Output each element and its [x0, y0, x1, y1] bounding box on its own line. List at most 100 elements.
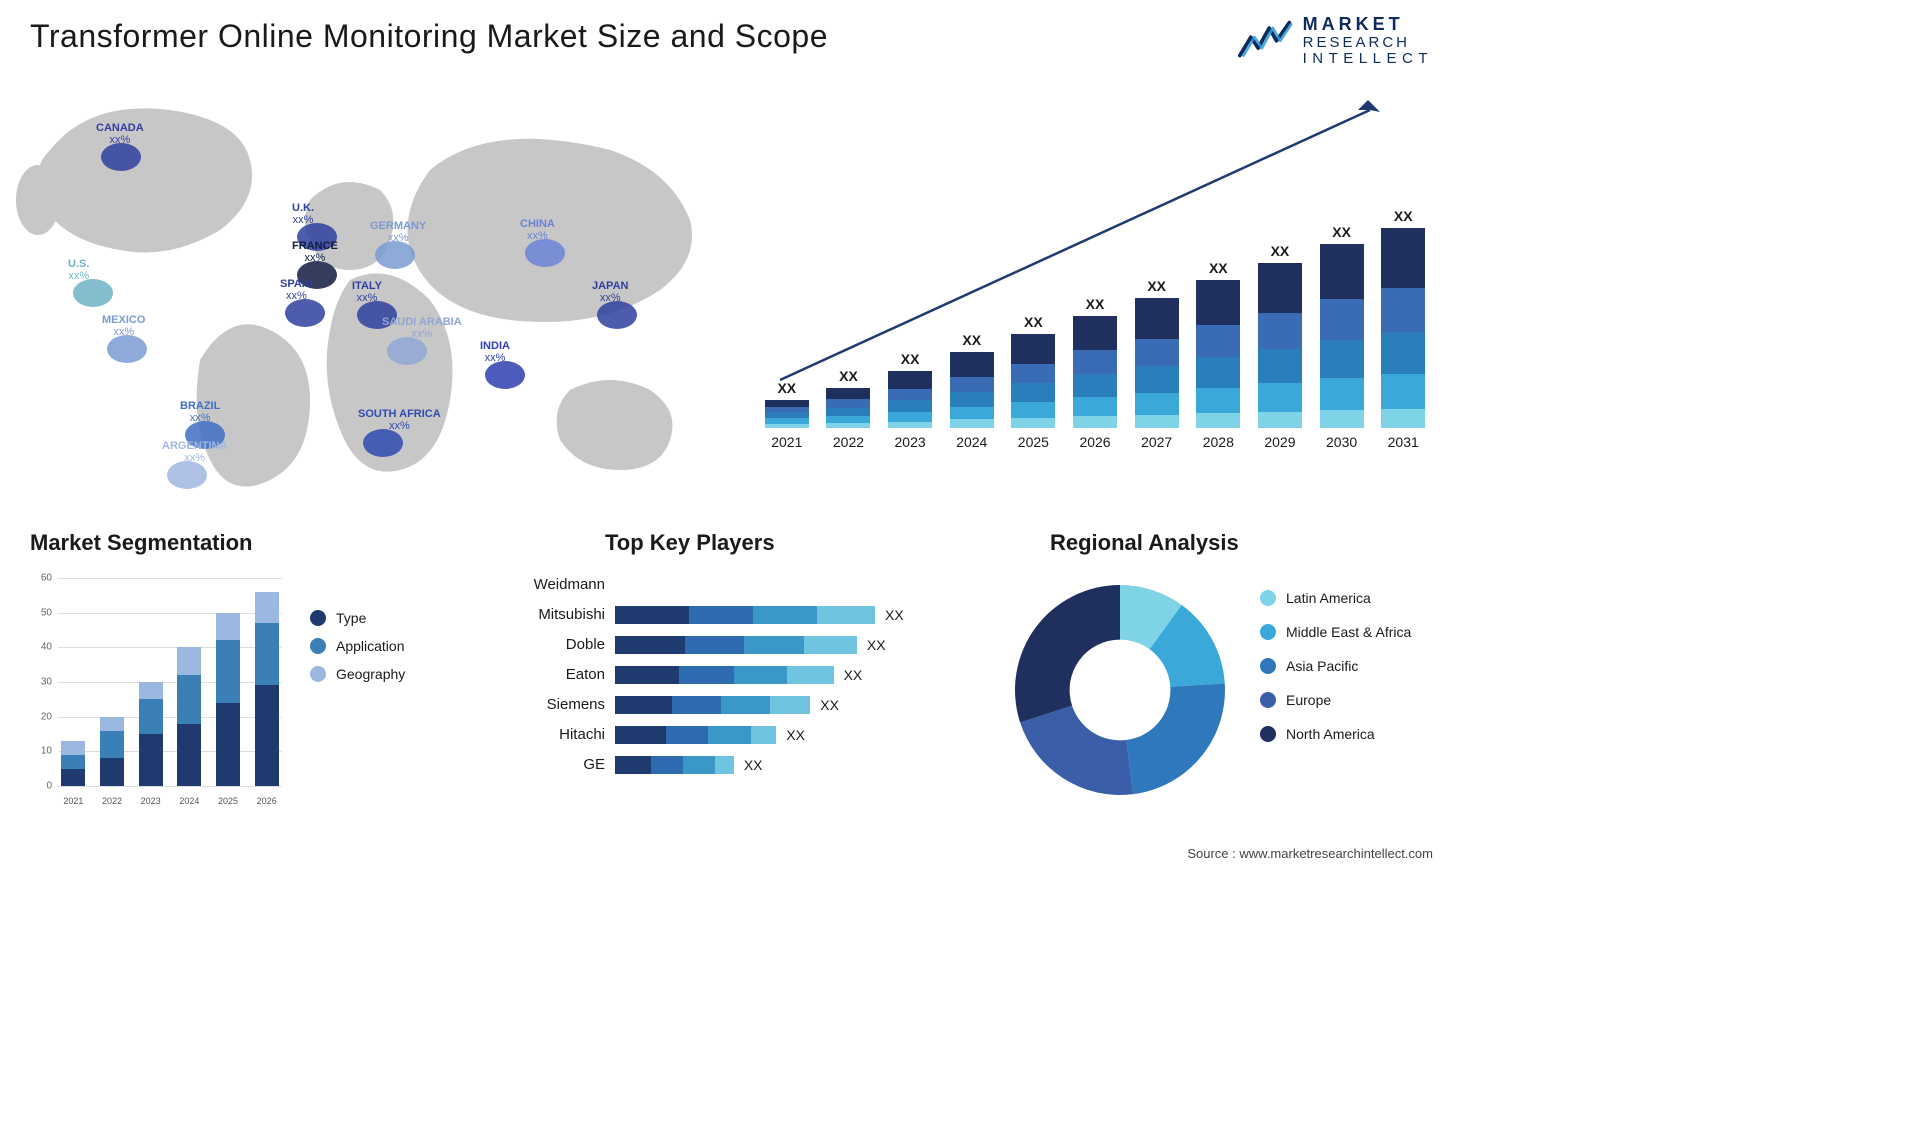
- player-bar-row: XX: [615, 750, 955, 780]
- world-map: CANADAxx% U.S.xx% MEXICOxx% BRAZILxx% ARGENT…: [10, 90, 730, 490]
- map-label-u-k-: U.K.xx%: [292, 202, 314, 226]
- logo-line1: MARKET: [1303, 15, 1433, 35]
- growth-bar-2029: XX 2029: [1253, 243, 1307, 450]
- map-label-china: CHINAxx%: [520, 218, 555, 242]
- logo-icon: [1238, 19, 1293, 64]
- map-label-brazil: BRAZILxx%: [180, 400, 220, 424]
- bar-year-label: 2028: [1203, 434, 1234, 450]
- growth-bar-2030: XX 2030: [1315, 224, 1369, 450]
- player-name: Mitsubishi: [490, 600, 605, 630]
- player-name: Eaton: [490, 660, 605, 690]
- bar-value-label: XX: [1271, 243, 1290, 259]
- segmentation-title: Market Segmentation: [30, 530, 510, 556]
- key-players-panel: Top Key Players WeidmannMitsubishiDobleE…: [515, 530, 985, 830]
- growth-bar-2031: XX 2031: [1376, 208, 1430, 450]
- player-value-label: XX: [786, 727, 805, 743]
- map-label-argentina: ARGENTINAxx%: [162, 440, 227, 464]
- player-bar-row: XX: [615, 690, 955, 720]
- player-value-label: XX: [885, 607, 904, 623]
- bar-year-label: 2027: [1141, 434, 1172, 450]
- growth-bar-2021: XX 2021: [760, 380, 814, 450]
- logo-line3: INTELLECT: [1303, 51, 1433, 68]
- source-line: Source : www.marketresearchintellect.com: [1187, 846, 1433, 861]
- bar-value-label: XX: [777, 380, 796, 396]
- regional-analysis-panel: Regional Analysis Latin America Middle Ea…: [1000, 530, 1440, 830]
- growth-bar-chart: XX 2021 XX 2022 XX 2023 XX 2024 XX 2025 XX 2026 XX 20…: [760, 100, 1430, 480]
- player-bar-row: XX: [615, 600, 955, 630]
- bar-year-label: 2026: [1079, 434, 1110, 450]
- bar-year-label: 2021: [771, 434, 802, 450]
- growth-bar-2023: XX 2023: [883, 351, 937, 450]
- growth-bar-2024: XX 2024: [945, 332, 999, 450]
- regional-donut: [1000, 570, 1240, 810]
- map-label-south-africa: SOUTH AFRICAxx%: [358, 408, 441, 432]
- seg-bar-2021: [58, 741, 89, 786]
- segmentation-chart: 0102030405060 202120222023202420252026: [30, 570, 290, 810]
- bar-value-label: XX: [1024, 314, 1043, 330]
- map-label-spain: SPAINxx%: [280, 278, 313, 302]
- player-value-label: XX: [744, 757, 763, 773]
- player-name: GE: [490, 750, 605, 780]
- bar-value-label: XX: [839, 368, 858, 384]
- seg-bar-2025: [213, 613, 244, 786]
- seg-legend-type: Type: [310, 610, 405, 626]
- segmentation-legend: Type Application Geography: [310, 610, 405, 694]
- players-title: Top Key Players: [605, 530, 985, 556]
- bar-value-label: XX: [1332, 224, 1351, 240]
- bar-value-label: XX: [1086, 296, 1105, 312]
- bar-year-label: 2031: [1388, 434, 1419, 450]
- region-legend-europe: Europe: [1260, 692, 1411, 708]
- regional-title: Regional Analysis: [1050, 530, 1440, 556]
- bar-year-label: 2024: [956, 434, 987, 450]
- player-value-label: XX: [867, 637, 886, 653]
- map-label-france: FRANCExx%: [292, 240, 338, 264]
- map-label-u-s-: U.S.xx%: [68, 258, 89, 282]
- bar-year-label: 2030: [1326, 434, 1357, 450]
- growth-bar-2025: XX 2025: [1007, 314, 1061, 450]
- player-bar-row: XX: [615, 720, 955, 750]
- player-bars: XXXXXXXXXXXX: [615, 570, 955, 780]
- page-title: Transformer Online Monitoring Market Siz…: [30, 18, 828, 55]
- bar-value-label: XX: [901, 351, 920, 367]
- bar-year-label: 2023: [895, 434, 926, 450]
- map-label-japan: JAPANxx%: [592, 280, 628, 304]
- map-label-italy: ITALYxx%: [352, 280, 382, 304]
- brand-logo: MARKET RESEARCH INTELLECT: [1238, 15, 1433, 68]
- growth-bar-2026: XX 2026: [1068, 296, 1122, 450]
- player-name: Weidmann: [490, 570, 605, 600]
- seg-bar-2024: [174, 647, 205, 786]
- region-legend-middle-east-africa: Middle East & Africa: [1260, 624, 1411, 640]
- map-label-mexico: MEXICOxx%: [102, 314, 145, 338]
- bar-value-label: XX: [962, 332, 981, 348]
- bar-value-label: XX: [1394, 208, 1413, 224]
- map-label-india: INDIAxx%: [480, 340, 510, 364]
- seg-bar-2022: [97, 717, 128, 786]
- bar-year-label: 2022: [833, 434, 864, 450]
- map-label-germany: GERMANYxx%: [370, 220, 426, 244]
- bar-value-label: XX: [1147, 278, 1166, 294]
- seg-legend-geography: Geography: [310, 666, 405, 682]
- bar-year-label: 2025: [1018, 434, 1049, 450]
- region-legend-latin-america: Latin America: [1260, 590, 1411, 606]
- player-bar-row: XX: [615, 660, 955, 690]
- player-name: Siemens: [490, 690, 605, 720]
- seg-bar-2023: [135, 682, 166, 786]
- player-value-label: XX: [844, 667, 863, 683]
- bar-year-label: 2029: [1264, 434, 1295, 450]
- growth-bar-2027: XX 2027: [1130, 278, 1184, 450]
- player-bar-row: XX: [615, 630, 955, 660]
- market-segmentation-panel: Market Segmentation 0102030405060 202120…: [30, 530, 510, 820]
- seg-legend-application: Application: [310, 638, 405, 654]
- region-legend-north-america: North America: [1260, 726, 1411, 742]
- region-legend-asia-pacific: Asia Pacific: [1260, 658, 1411, 674]
- map-label-canada: CANADAxx%: [96, 122, 144, 146]
- player-name: Doble: [490, 630, 605, 660]
- player-names: WeidmannMitsubishiDobleEatonSiemensHitac…: [490, 570, 605, 780]
- player-value-label: XX: [820, 697, 839, 713]
- regional-legend: Latin America Middle East & Africa Asia Pa…: [1260, 590, 1411, 760]
- map-label-saudi-arabia: SAUDI ARABIAxx%: [382, 316, 462, 340]
- growth-bar-2022: XX 2022: [822, 368, 876, 450]
- seg-bar-2026: [251, 592, 282, 786]
- bar-value-label: XX: [1209, 260, 1228, 276]
- logo-line2: RESEARCH: [1303, 35, 1433, 52]
